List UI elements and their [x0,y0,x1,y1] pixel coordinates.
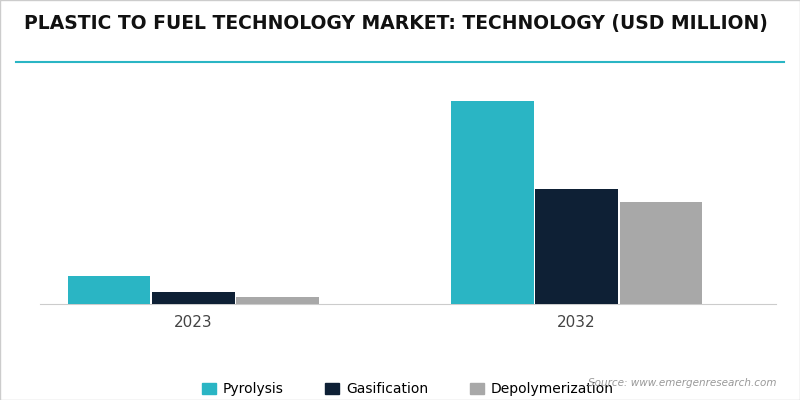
Bar [152,292,234,304]
Text: Source: www.emergenresearch.com: Source: www.emergenresearch.com [587,378,776,388]
Bar [451,101,534,304]
Legend: Pyrolysis, Gasification, Depolymerization: Pyrolysis, Gasification, Depolymerizatio… [202,382,614,396]
Bar [535,189,618,304]
Bar [620,202,702,304]
Bar [236,298,319,304]
Bar [68,276,150,304]
Text: PLASTIC TO FUEL TECHNOLOGY MARKET: TECHNOLOGY (USD MILLION): PLASTIC TO FUEL TECHNOLOGY MARKET: TECHN… [24,14,768,33]
